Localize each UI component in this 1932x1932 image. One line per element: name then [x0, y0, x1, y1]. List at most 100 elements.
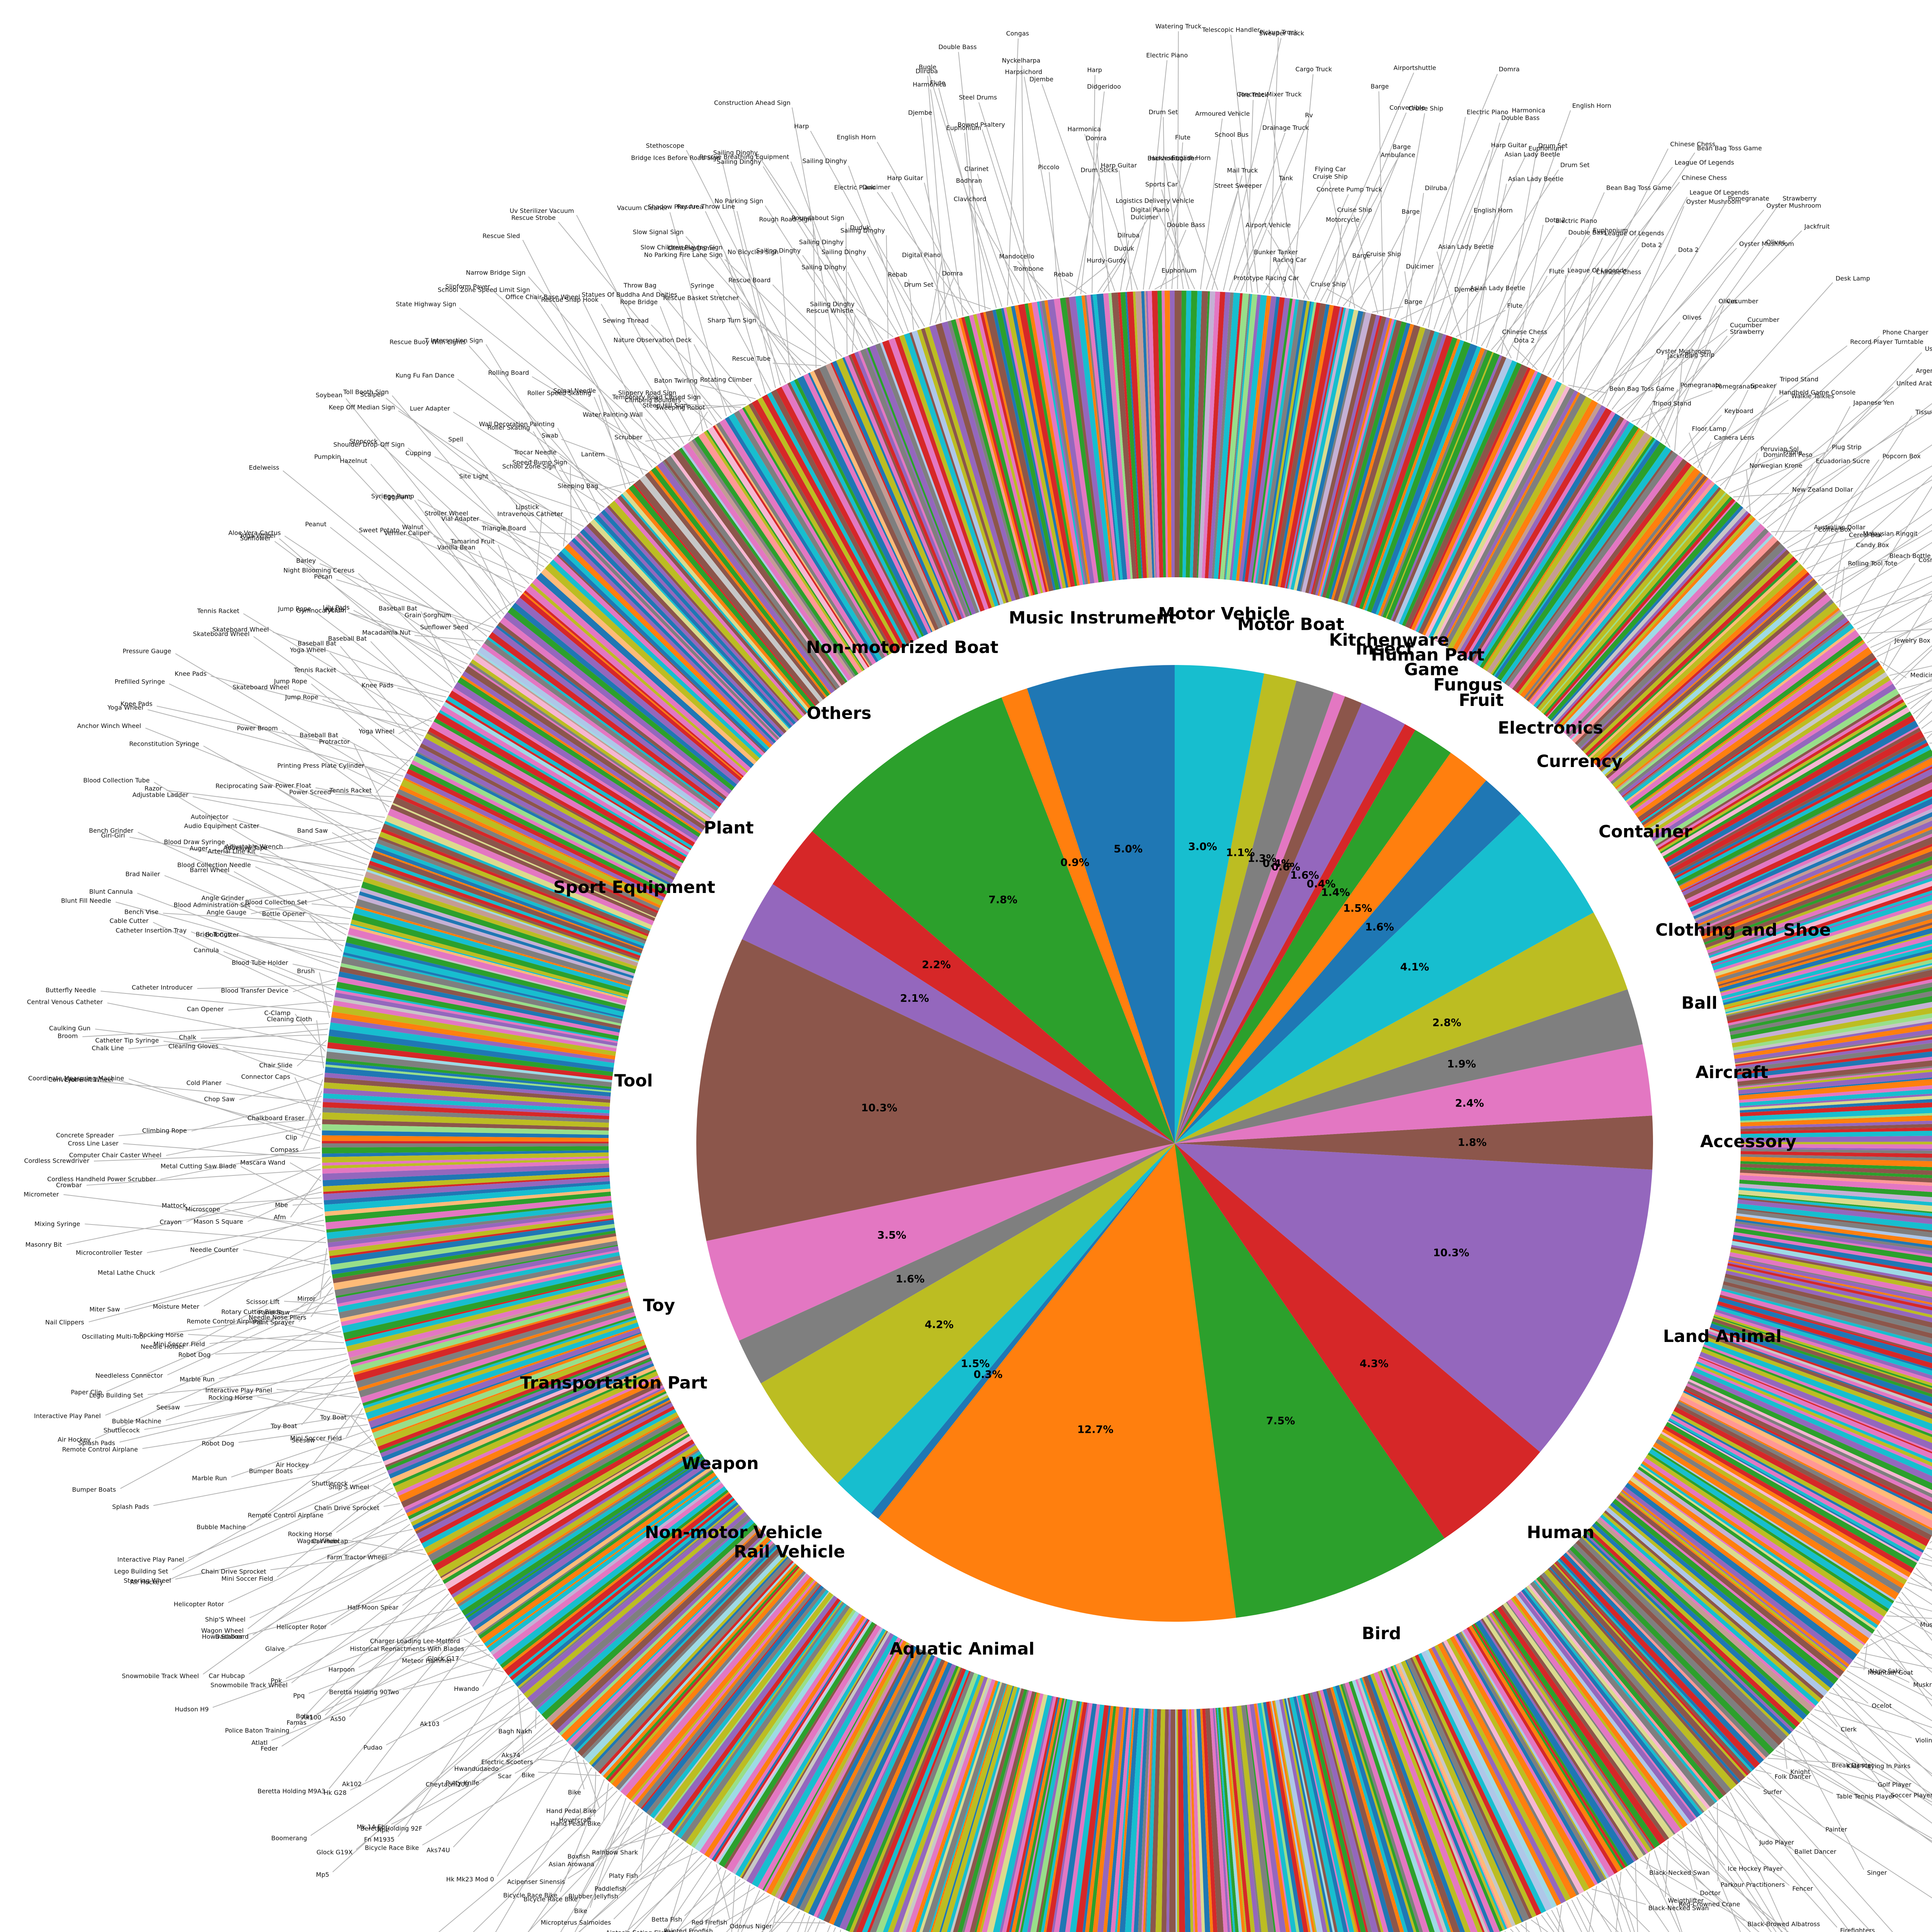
ring-segment — [1735, 1219, 1932, 1248]
fine-label: Duduk — [850, 224, 871, 231]
ring-segment — [698, 432, 862, 674]
ring-segment — [324, 1073, 611, 1100]
ring-segment — [343, 952, 623, 1018]
ring-segment — [1681, 766, 1932, 893]
ring-segment — [1046, 1702, 1088, 1932]
percent-label-weapon: 4.2% — [925, 1319, 954, 1331]
ring-segment — [1155, 1709, 1165, 1932]
fine-label: Uv Sterilizer Vacuum — [510, 207, 574, 214]
leader-line — [660, 306, 708, 429]
leader-line — [1155, 206, 1195, 290]
pie-slice-land-animal — [1175, 1143, 1653, 1452]
ring-segment — [776, 386, 914, 643]
leader-line — [621, 1829, 666, 1893]
fine-label: Slow Signal Sign — [633, 228, 684, 236]
ring-segment — [1601, 582, 1818, 772]
ring-segment — [1556, 1560, 1751, 1774]
leader-line — [248, 1559, 429, 1675]
leader-line — [1892, 1606, 1932, 1628]
category-label-motor-boat: Motor Boat — [1237, 615, 1344, 634]
ring-segment — [1679, 1400, 1932, 1531]
ring-segment — [357, 1306, 633, 1391]
fine-label: Slippery Road Sign — [618, 389, 676, 396]
leader-line — [310, 1694, 522, 1836]
ring-segment — [983, 311, 1049, 592]
leader-line — [243, 1249, 329, 1265]
ring-segment — [456, 1448, 699, 1605]
ring-segment — [1216, 1708, 1235, 1932]
leader-line — [761, 1903, 785, 1932]
ring-segment — [1537, 488, 1725, 711]
ring-segment — [1503, 1602, 1674, 1838]
leader-line — [1471, 184, 1507, 342]
fine-label: Caulking Gun — [49, 1024, 90, 1032]
ring-segment — [1619, 1493, 1845, 1672]
leader-line — [1496, 236, 1567, 352]
ring-segment — [406, 769, 666, 898]
leader-line — [1631, 390, 1713, 422]
ring-segment — [849, 1667, 961, 1932]
leader-line — [1806, 1718, 1932, 1806]
ring-segment — [1279, 1699, 1328, 1932]
ring-segment — [331, 1011, 616, 1060]
fine-label: Cupping — [405, 449, 431, 457]
ring-segment — [1616, 609, 1841, 790]
fine-label: Dota 2 — [1545, 216, 1565, 224]
ring-segment — [1587, 1528, 1800, 1727]
ring-segment — [344, 946, 624, 1017]
ring-segment — [1075, 296, 1113, 581]
leader-line — [1876, 629, 1932, 657]
ring-segment — [417, 747, 673, 883]
leader-line — [1349, 260, 1361, 307]
leader-line — [1839, 1679, 1869, 1704]
fine-label: Trombone — [1013, 265, 1044, 272]
fine-label: Anchor Winch Wheel — [77, 722, 141, 730]
fine-label: Sleeping Bag — [558, 482, 598, 490]
ring-segment — [1605, 1507, 1828, 1696]
fine-label: Harpoon — [328, 1666, 355, 1673]
leader-line — [1075, 175, 1100, 295]
fine-label: Car Hubcap — [312, 1537, 348, 1545]
ring-segment — [1412, 1656, 1537, 1918]
ring-segment — [1714, 904, 1932, 977]
leader-line — [1697, 441, 1712, 468]
ring-segment — [1226, 294, 1258, 580]
fine-label: Miter Saw — [89, 1306, 120, 1313]
ring-segment — [345, 942, 625, 1012]
fine-label: Rescue Whistle — [806, 307, 854, 314]
leader-line — [527, 1794, 622, 1932]
ring-segment — [1262, 301, 1310, 585]
ring-segment — [904, 333, 999, 607]
leader-line — [1353, 214, 1378, 314]
leader-line — [1674, 359, 1683, 451]
leader-line — [352, 1514, 405, 1540]
ring-segment — [833, 1662, 952, 1928]
leader-line — [1246, 100, 1254, 292]
ring-segment — [1352, 1680, 1440, 1932]
fine-label: Hand Pedal Bike — [551, 1820, 601, 1827]
fine-label: Ak100 — [302, 1714, 321, 1721]
ring-segment — [1665, 1422, 1917, 1569]
ring-segment — [883, 1674, 981, 1932]
pie-slice-human — [1175, 1143, 1540, 1539]
leader-line — [877, 141, 975, 313]
ring-segment — [1405, 1660, 1524, 1922]
leader-line — [1791, 536, 1860, 553]
leader-line — [482, 1663, 497, 1687]
ring-segment — [1657, 1436, 1905, 1588]
ring-segment — [775, 1643, 911, 1898]
ring-segment — [480, 1472, 716, 1644]
leader-line — [669, 212, 727, 416]
ring-segment — [1401, 1660, 1522, 1925]
fine-label: State Highway Sign — [396, 300, 456, 308]
ring-segment — [1740, 1124, 1932, 1132]
leader-line — [204, 1236, 326, 1307]
fine-label: Piccolo — [1038, 163, 1059, 171]
ring-segment — [1585, 1531, 1797, 1730]
ring-segment — [1089, 1706, 1116, 1932]
leader-line — [686, 150, 801, 376]
ring-segment — [1583, 1534, 1792, 1735]
fine-label: Cucumber — [1726, 298, 1759, 305]
ring-segment — [642, 1585, 824, 1813]
